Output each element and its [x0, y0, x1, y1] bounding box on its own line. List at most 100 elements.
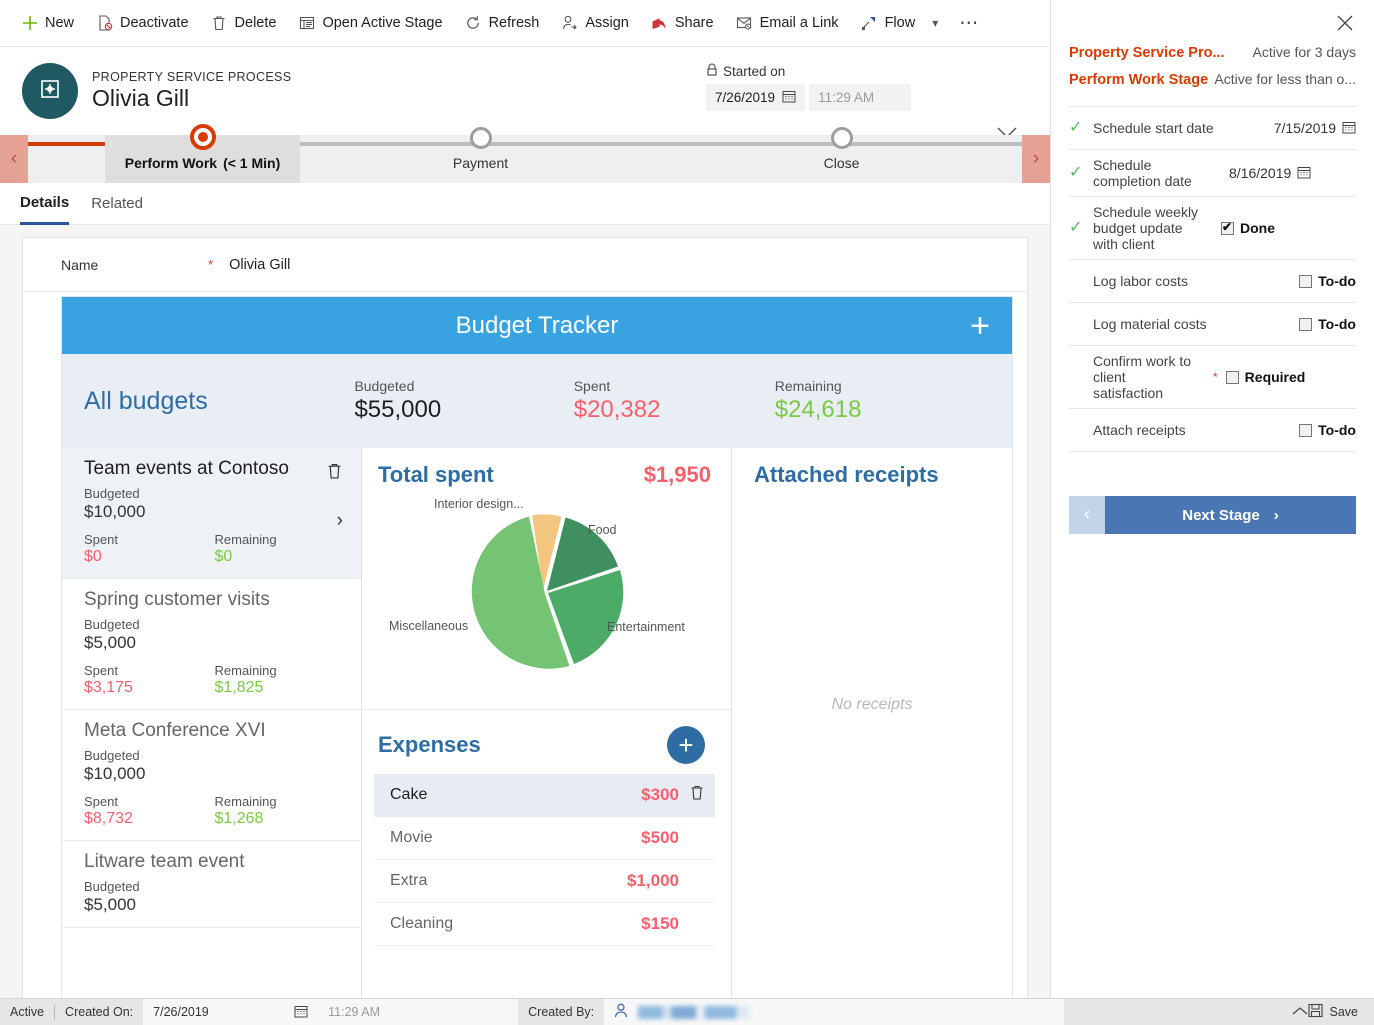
add-expense-button[interactable]: + [667, 726, 705, 764]
stage-step-schedule-weekly-budget-update[interactable]: ✓ Schedule weekly budget update with cli… [1069, 197, 1356, 260]
previous-stage-button[interactable]: ‹ [1069, 496, 1105, 534]
list-item[interactable]: Team events at Contoso › Budgeted $10,00… [62, 448, 361, 579]
calendar-icon[interactable] [782, 89, 796, 106]
step-value[interactable]: To-do [1299, 316, 1356, 332]
created-on-time-field[interactable]: 11:29 AM [318, 998, 519, 1025]
step-value[interactable]: To-do [1299, 422, 1356, 438]
budget-budgeted-value: $5,000 [84, 633, 136, 652]
status-expand-button[interactable] [1282, 999, 1308, 1025]
entity-type-label: PROPERTY SERVICE PROCESS [92, 70, 292, 84]
open-active-stage-button[interactable]: Open Active Stage [287, 6, 453, 40]
summary-title: All budgets [84, 386, 208, 415]
overflow-menu-button[interactable]: ⋯ [959, 12, 980, 34]
bpf-track: Perform Work (< 1 Min) Payment Close [28, 124, 1022, 183]
expenses-list: Cake $300 Movie [374, 774, 715, 946]
calendar-icon[interactable] [1342, 120, 1356, 137]
delete-label: Delete [234, 15, 277, 31]
bpf-next-button[interactable]: › [1022, 135, 1050, 183]
checkbox-icon[interactable] [1221, 220, 1234, 235]
list-item[interactable]: Cleaning $150 [374, 903, 715, 946]
budget-list[interactable]: Team events at Contoso › Budgeted $10,00… [62, 448, 362, 1024]
trash-icon[interactable] [689, 784, 705, 806]
stage-step-log-material-costs[interactable]: Log material costs To-do [1069, 303, 1356, 346]
chevron-left-icon: ‹ [10, 148, 18, 169]
checkbox-icon[interactable] [1225, 370, 1239, 384]
summary-spent-label: Spent [573, 378, 611, 394]
deactivate-button[interactable]: Deactivate [85, 6, 200, 40]
command-bar: New Deactivate Delete Open Active Stage … [0, 0, 1050, 47]
calendar-icon[interactable] [294, 1004, 308, 1021]
form-tabs: Details Related [0, 183, 1050, 225]
step-label: Schedule completion date [1093, 157, 1192, 189]
step-value[interactable]: 8/16/2019 [1229, 165, 1311, 182]
name-input[interactable]: Olivia Gill [229, 256, 291, 273]
process-duration: Active for 3 days [1252, 44, 1357, 60]
expense-right: $1,000 [627, 871, 705, 891]
list-item[interactable]: Litware team event Budgeted $5,000 [62, 841, 361, 928]
budget-spent-value: $0 [84, 548, 102, 565]
chevron-right-icon[interactable]: › [336, 510, 343, 531]
tab-related[interactable]: Related [91, 195, 143, 212]
stage-step-confirm-work-to-client-satisfaction[interactable]: Confirm work to client satisfaction * Re… [1069, 346, 1356, 409]
process-summary-row: Property Service Pro... Active for 3 day… [1069, 44, 1356, 61]
checkbox-icon[interactable] [1299, 317, 1313, 331]
step-status-label: To-do [1318, 273, 1356, 289]
chevron-down-icon[interactable]: ▾ [932, 16, 939, 30]
budget-budgeted-value: $5,000 [84, 895, 136, 914]
step-value[interactable]: Done [1221, 220, 1275, 236]
stage-step-schedule-completion-date[interactable]: ✓ Schedule completion date 8/16/2019 [1069, 150, 1356, 197]
checkbox-icon[interactable] [1299, 423, 1313, 437]
budget-budgeted-label: Budgeted [84, 617, 140, 632]
started-time-field[interactable]: 11:29 AM [809, 84, 912, 111]
created-on-date-field[interactable]: 7/26/2019 [143, 998, 319, 1025]
bpf-prev-button[interactable]: ‹ [0, 135, 28, 183]
page-title: Olivia Gill [92, 85, 190, 111]
step-value[interactable]: Required [1225, 369, 1305, 385]
flow-button[interactable]: Flow ▾ [850, 6, 950, 40]
share-button[interactable]: Share [640, 6, 725, 40]
step-value[interactable]: 7/15/2019 [1274, 120, 1356, 137]
assign-button[interactable]: Assign [550, 6, 640, 40]
share-label: Share [674, 15, 714, 31]
bpf-stage-close[interactable]: Close [661, 127, 1022, 183]
summary-budgeted-value: $55,000 [354, 396, 442, 423]
close-icon[interactable] [1336, 14, 1354, 37]
calendar-icon[interactable] [1297, 165, 1311, 182]
refresh-button[interactable]: Refresh [454, 6, 551, 40]
refresh-icon [465, 15, 482, 32]
bpf-stage-perform-work[interactable]: Perform Work (< 1 Min) [105, 124, 300, 183]
tab-details[interactable]: Details [20, 183, 70, 225]
list-item[interactable]: Spring customer visits Budgeted $5,000 S… [62, 579, 361, 710]
next-stage-button[interactable]: Next Stage › [1105, 496, 1356, 534]
started-date-field[interactable]: 7/26/2019 [706, 84, 806, 111]
budget-budgeted-label: Budgeted [84, 748, 140, 763]
list-item[interactable]: Extra $1,000 [374, 860, 715, 903]
started-on-text: Started on [723, 63, 786, 79]
step-date-value: 7/15/2019 [1273, 120, 1336, 136]
expense-amount: $150 [641, 914, 679, 933]
bpf-stage-duration: (< 1 Min) [223, 155, 281, 171]
step-status-label: Done [1240, 220, 1275, 236]
checkbox-icon[interactable] [1299, 274, 1313, 288]
started-on-block: Started on 7/26/2019 11:29 AM [706, 63, 912, 111]
chevron-up-icon [1292, 1005, 1308, 1019]
list-item[interactable]: Movie $500 [374, 817, 715, 860]
save-button[interactable]: Save [1307, 1003, 1374, 1021]
stage-step-schedule-start-date[interactable]: ✓ Schedule start date 7/15/2019 [1069, 107, 1356, 150]
form-card: Name * Olivia Gill Budget Tracker + All … [22, 237, 1028, 1025]
stage-step-attach-receipts[interactable]: Attach receipts To-do [1069, 409, 1356, 452]
trash-icon[interactable] [326, 462, 343, 485]
bpf-stage-payment[interactable]: Payment [300, 127, 661, 183]
list-item[interactable]: Cake $300 [374, 774, 715, 817]
created-by-field[interactable] [604, 998, 1065, 1025]
email-a-link-button[interactable]: Email a Link [725, 6, 850, 40]
spend-pie-chart: Interior design... Food Entertainment Mi… [374, 492, 715, 687]
delete-button[interactable]: Delete [200, 6, 288, 40]
new-button[interactable]: New [10, 6, 85, 40]
save-label: Save [1329, 1005, 1359, 1019]
add-budget-button[interactable]: + [970, 306, 990, 345]
stage-step-log-labor-costs[interactable]: Log labor costs To-do [1069, 260, 1356, 303]
list-item[interactable]: Meta Conference XVI Budgeted $10,000 Spe… [62, 710, 361, 841]
bpf-dot-icon [830, 127, 853, 149]
step-value[interactable]: To-do [1299, 273, 1356, 289]
